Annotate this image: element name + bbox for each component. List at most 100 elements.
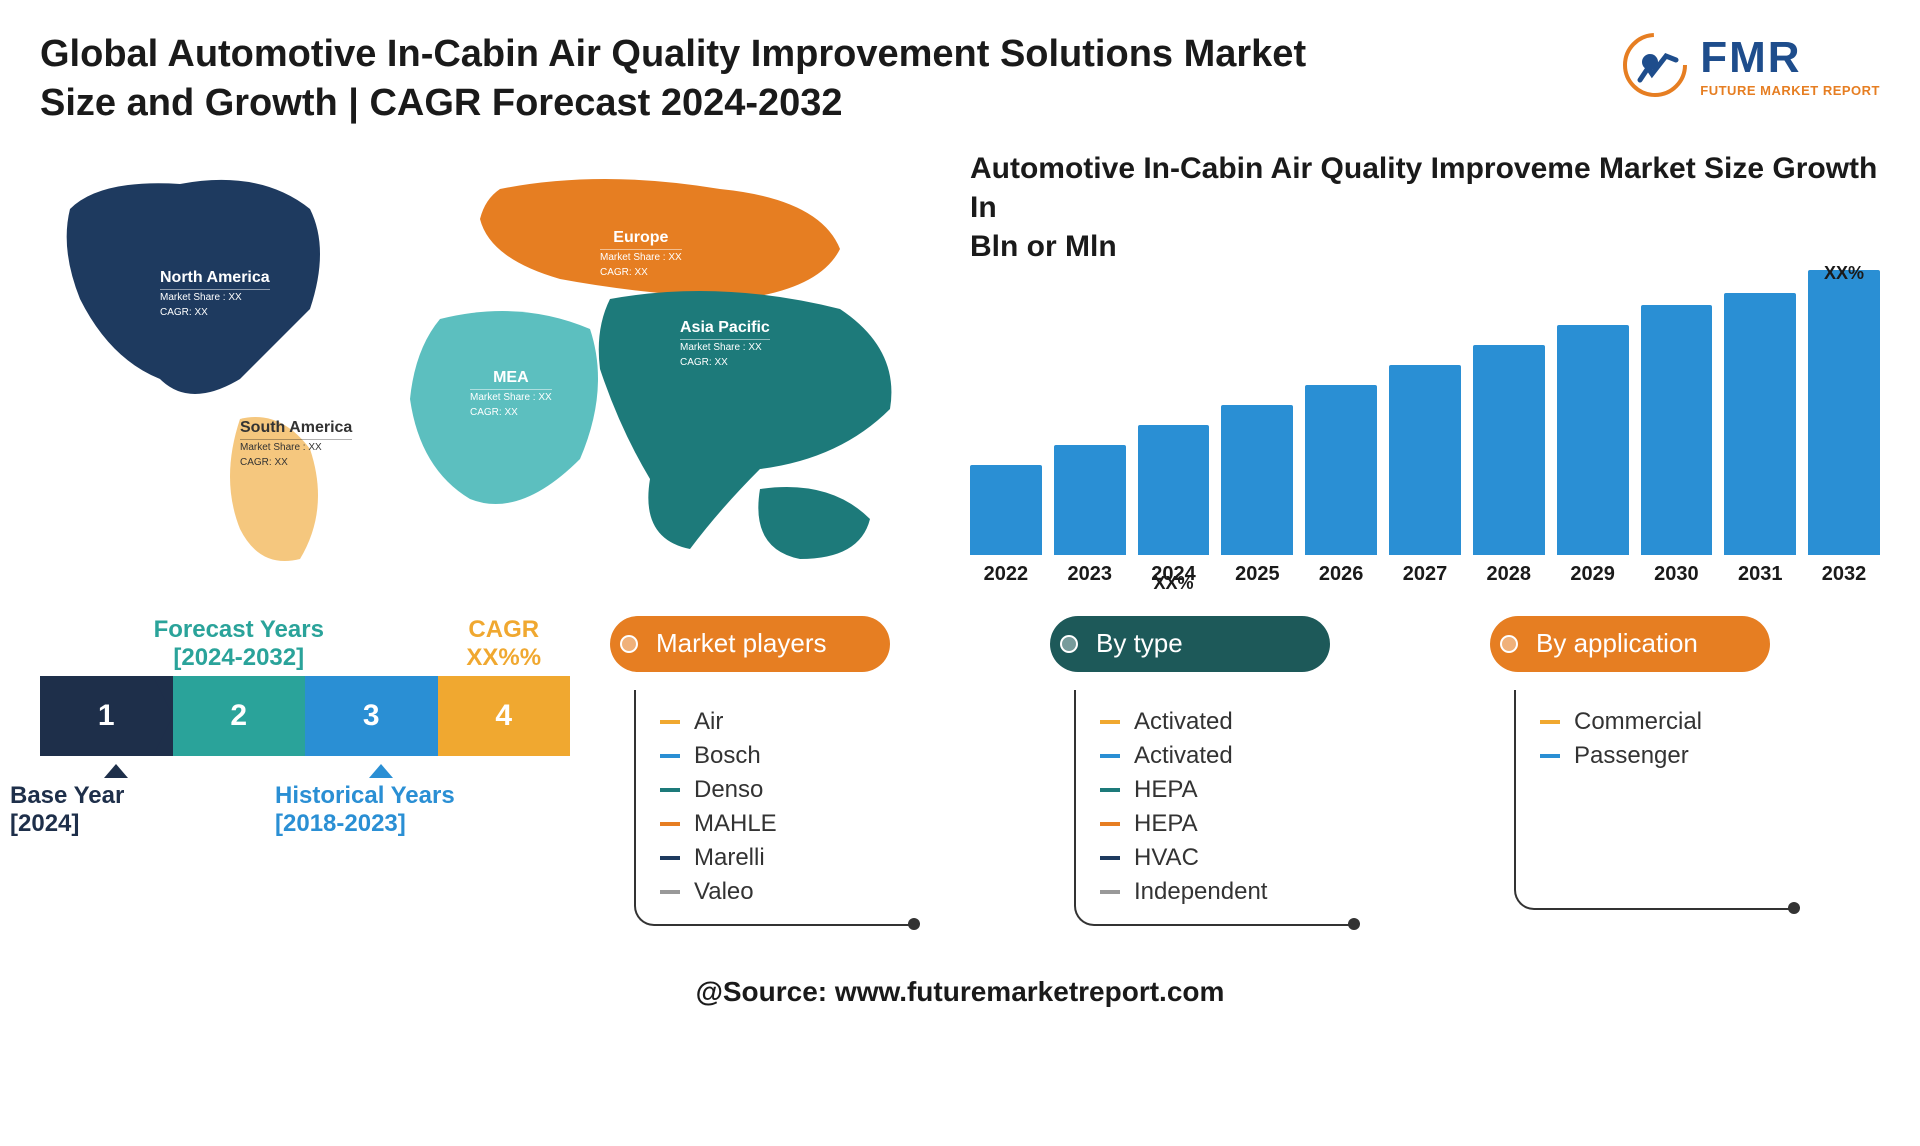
info-item-label: Independent [1134, 878, 1267, 906]
info-list-item: Air [660, 708, 914, 736]
chart-bar [1138, 425, 1210, 555]
bar-wrap: 2029 [1557, 325, 1629, 586]
bar-wrap: 2027 [1389, 365, 1461, 586]
list-tick-icon [660, 720, 680, 724]
info-item-label: Denso [694, 776, 763, 804]
column-pill-header: Market players [610, 616, 890, 672]
info-list-item: Bosch [660, 742, 914, 770]
bar-wrap: XX% 2024 [1138, 425, 1210, 586]
info-item-label: Commercial [1574, 708, 1702, 736]
info-list: Activated Activated HEPA HEPA HVAC Indep… [1074, 690, 1354, 926]
pill-title: Market players [656, 628, 827, 659]
logo: FMR FUTURE MARKET REPORT [1620, 30, 1880, 100]
info-list-item: HVAC [1100, 844, 1354, 872]
region-name: MEA [470, 369, 552, 387]
pill-dot-icon [1060, 635, 1078, 653]
info-list-item: HEPA [1100, 776, 1354, 804]
map-region-label: South America Market Share : XX CAGR: XX [240, 419, 352, 468]
chart-bar [1557, 325, 1629, 555]
info-item-label: Activated [1134, 708, 1233, 736]
bar-annotation: XX% [1154, 573, 1194, 594]
bar-year-label: 2027 [1403, 563, 1448, 586]
bar-year-label: 2032 [1822, 563, 1867, 586]
chart-title: Automotive In-Cabin Air Quality Improvem… [970, 149, 1880, 266]
info-item-label: HVAC [1134, 844, 1199, 872]
list-tick-icon [1540, 720, 1560, 724]
info-list-item: Commercial [1540, 708, 1794, 736]
map-svg [40, 149, 940, 569]
region-cagr: CAGR: XX [600, 265, 682, 278]
info-list: Commercial Passenger [1514, 690, 1794, 910]
bar-year-label: 2023 [1067, 563, 1112, 586]
list-tick-icon [660, 754, 680, 758]
chart-bar [1724, 293, 1796, 555]
info-item-label: HEPA [1134, 776, 1198, 804]
list-tick-icon [660, 822, 680, 826]
page-title: Global Automotive In-Cabin Air Quality I… [40, 30, 1340, 129]
info-list-item: Passenger [1540, 742, 1794, 770]
world-map: North America Market Share : XX CAGR: XX… [40, 149, 940, 569]
chart-bar [1054, 445, 1126, 555]
info-item-label: MAHLE [694, 810, 777, 838]
pill-title: By application [1536, 628, 1698, 659]
region-share: Market Share : XX [160, 289, 270, 303]
list-tick-icon [660, 890, 680, 894]
bar-wrap: 2028 [1473, 345, 1545, 586]
bar-wrap: 2030 [1641, 305, 1713, 586]
info-item-label: Valeo [694, 878, 754, 906]
region-share: Market Share : XX [470, 389, 552, 403]
chart-bar [970, 465, 1042, 555]
bar-chart-section: Automotive In-Cabin Air Quality Improvem… [970, 149, 1880, 586]
list-tick-icon [1100, 754, 1120, 758]
list-tick-icon [1100, 890, 1120, 894]
logo-icon [1620, 30, 1690, 100]
info-list-item: Activated [1100, 708, 1354, 736]
list-tick-icon [1100, 788, 1120, 792]
bar-year-label: 2028 [1487, 563, 1532, 586]
bar-year-label: 2022 [984, 563, 1029, 586]
region-share: Market Share : XX [600, 249, 682, 263]
chart-bar [1305, 385, 1377, 555]
info-item-label: Marelli [694, 844, 765, 872]
info-item-label: Bosch [694, 742, 761, 770]
column-pill-header: By type [1050, 616, 1330, 672]
region-name: Asia Pacific [680, 319, 770, 337]
bar-year-label: 2025 [1235, 563, 1280, 586]
chart-bar [1389, 365, 1461, 555]
logo-main-text: FMR [1700, 33, 1880, 83]
bar-year-label: 2029 [1570, 563, 1615, 586]
bar-year-label: 2030 [1654, 563, 1699, 586]
bar-chart: 2022 2023 XX% 2024 2025 2026 2027 2028 20… [970, 286, 1880, 586]
bar-year-label: 2031 [1738, 563, 1783, 586]
info-list-item: Valeo [660, 878, 914, 906]
logo-sub-text: FUTURE MARKET REPORT [1700, 83, 1880, 98]
info-list-item: MAHLE [660, 810, 914, 838]
info-item-label: Passenger [1574, 742, 1689, 770]
timeline-bar: 1234 [40, 676, 570, 756]
region-cagr: CAGR: XX [680, 355, 770, 368]
info-list-item: Independent [1100, 878, 1354, 906]
bar-wrap: 2026 [1305, 385, 1377, 586]
info-list-item: Activated [1100, 742, 1354, 770]
info-column: By application Commercial Passenger [1490, 616, 1880, 926]
chart-bar [1808, 270, 1880, 555]
map-region-label: Asia Pacific Market Share : XX CAGR: XX [680, 319, 770, 368]
header: Global Automotive In-Cabin Air Quality I… [40, 30, 1880, 129]
bar-wrap: 2023 [1054, 445, 1126, 586]
info-list-item: Marelli [660, 844, 914, 872]
region-name: Europe [600, 229, 682, 247]
info-list-item: HEPA [1100, 810, 1354, 838]
source-attribution: @Source: www.futuremarketreport.com [40, 976, 1880, 1008]
info-list-item: Denso [660, 776, 914, 804]
list-tick-icon [1100, 822, 1120, 826]
map-region-label: Europe Market Share : XX CAGR: XX [600, 229, 682, 278]
timeline-segment: 4 [438, 676, 571, 756]
column-pill-header: By application [1490, 616, 1770, 672]
region-cagr: CAGR: XX [160, 305, 270, 318]
info-item-label: Air [694, 708, 723, 736]
region-name: South America [240, 419, 352, 437]
list-tick-icon [660, 856, 680, 860]
info-column: Market players Air Bosch Denso MAHLE Mar… [610, 616, 1000, 926]
chart-bar [1221, 405, 1293, 555]
chart-bar [1641, 305, 1713, 555]
